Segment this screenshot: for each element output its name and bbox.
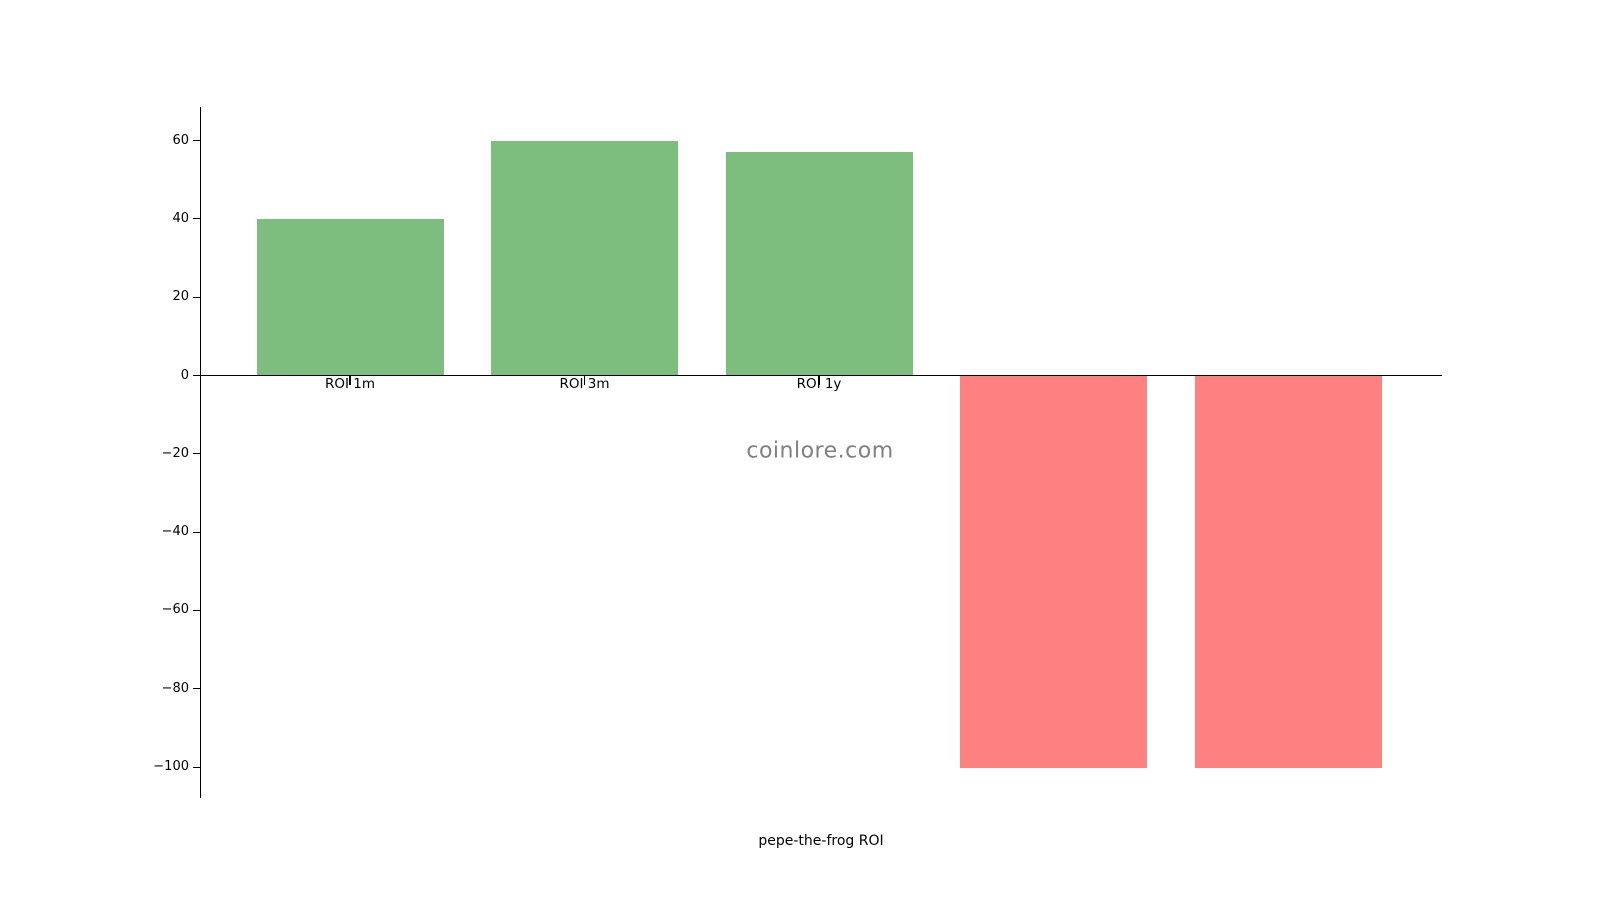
x-axis-zero-line [200, 375, 1442, 377]
x-axis-tick [349, 376, 351, 385]
y-axis-tick-label: −100 [153, 759, 189, 775]
x-axis-tick [818, 376, 820, 385]
bar-unlabeled-3 [960, 376, 1147, 768]
bar-roi-1m [256, 218, 444, 375]
y-axis-tick [193, 374, 200, 377]
y-axis-tick-label: −40 [161, 524, 189, 540]
x-axis-title: pepe-the-frog ROI [758, 833, 884, 849]
y-axis-tick [193, 609, 200, 612]
y-axis-tick [193, 766, 200, 768]
y-axis-tick-label: −20 [161, 445, 189, 461]
y-axis-tick [193, 218, 200, 220]
y-axis-tick-label: 0 [180, 367, 189, 383]
y-axis-tick [193, 531, 200, 533]
y-axis-tick-label: 40 [172, 210, 189, 226]
y-axis-tick [193, 688, 200, 690]
bar-unlabeled-4 [1194, 376, 1382, 768]
x-axis-tick [583, 376, 586, 385]
y-axis-tick [193, 139, 200, 142]
y-axis-tick-label: −80 [161, 680, 189, 696]
bar-roi-1y [725, 152, 913, 375]
y-axis-tick-label: 60 [172, 132, 189, 148]
y-axis-tick-label: −60 [161, 602, 189, 618]
y-axis-tick-label: 20 [172, 289, 189, 305]
y-axis-tick [193, 453, 200, 455]
bar-roi-3m [491, 140, 678, 375]
y-axis-spine [200, 107, 202, 798]
y-axis-tick [193, 296, 200, 298]
watermark-text: coinlore.com [746, 438, 894, 464]
